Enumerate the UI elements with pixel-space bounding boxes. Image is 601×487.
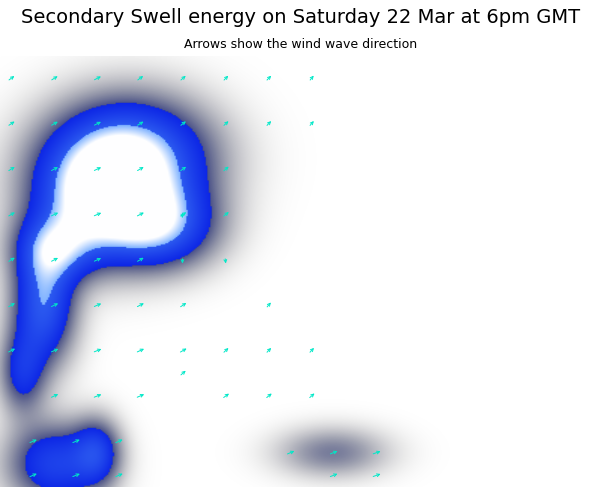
- Text: Secondary Swell energy on Saturday 22 Mar at 6pm GMT: Secondary Swell energy on Saturday 22 Ma…: [21, 8, 580, 27]
- Text: Arrows show the wind wave direction: Arrows show the wind wave direction: [184, 38, 417, 51]
